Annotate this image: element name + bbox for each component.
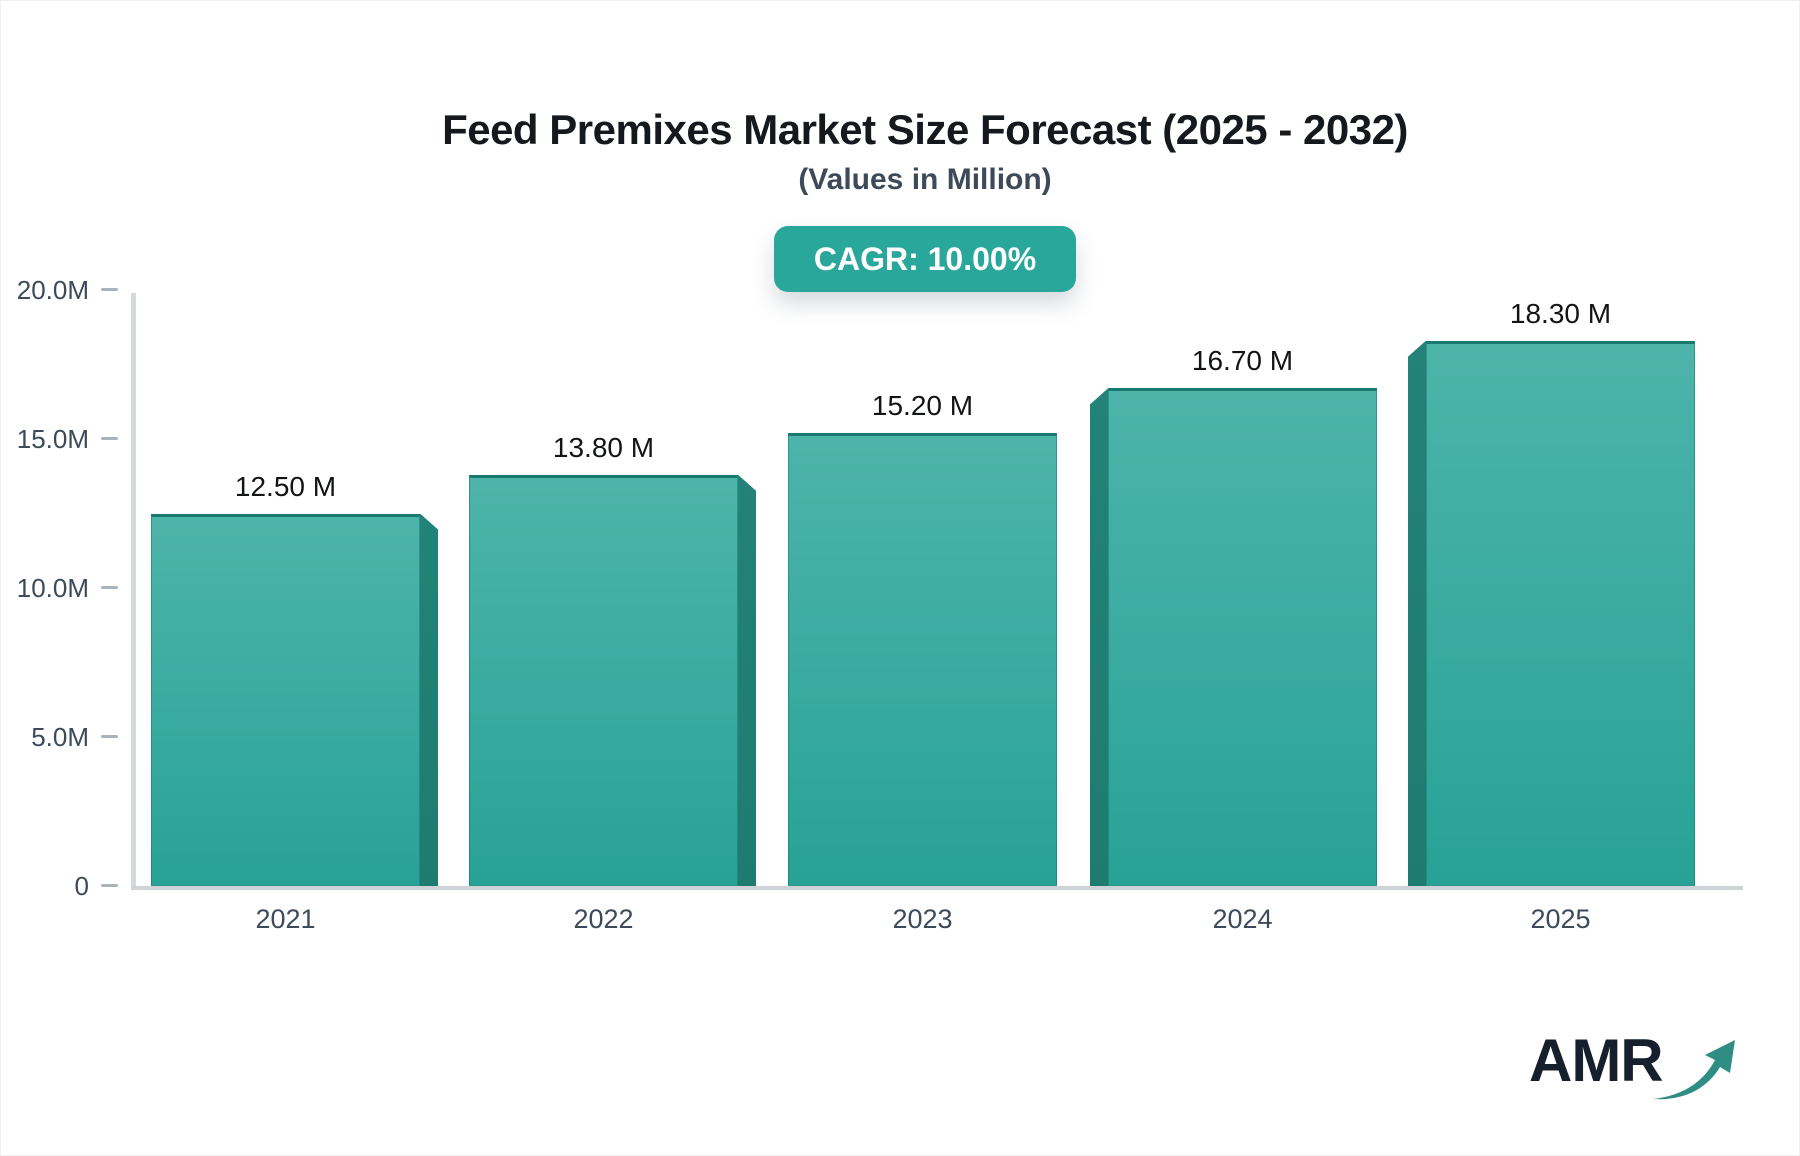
y-axis-tick [101,735,118,738]
x-axis-line [131,886,1743,890]
x-axis-label: 2024 [1212,904,1273,934]
x-axis-label: 2023 [892,904,953,934]
y-axis-label: 20.0M [16,275,89,305]
y-axis-label: 0 [74,871,89,901]
y-axis-label: 15.0M [16,424,89,454]
x-axis-label: 2025 [1530,904,1591,934]
bar-2025 [1426,340,1695,886]
bar-side-face [1090,388,1108,886]
y-axis-tick [101,884,118,887]
bar-2021 [151,513,420,886]
bar-value-label: 18.30 M [1509,297,1612,329]
chart-subtitle: (Values in Million) [798,163,1052,196]
y-axis-label: 5.0M [31,722,89,752]
y-axis-line [131,293,136,886]
x-axis-label: 2021 [255,904,316,934]
bar-value-label: 12.50 M [234,470,337,502]
amr-logo: AMR [1529,1029,1741,1107]
bar-2022 [469,474,738,886]
chart-title: Feed Premixes Market Size Forecast (2025… [442,106,1408,153]
y-axis-tick [101,586,118,589]
bar-2024 [1108,388,1377,886]
bar-value-label: 16.70 M [1191,345,1294,377]
bar-side-face [420,513,438,886]
y-axis-tick [101,288,118,291]
growth-arrow-icon [1652,1040,1735,1100]
bar-value-label: 15.20 M [871,390,974,422]
amr-logo-text: AMR [1529,1027,1664,1094]
chart-header: Feed Premixes Market Size Forecast (2025… [51,105,1799,292]
bar-2023 [788,433,1057,886]
x-axis-label: 2022 [573,904,634,934]
bar-side-face [1408,340,1426,886]
bar-value-label: 13.80 M [552,431,655,463]
y-axis-tick [101,437,118,440]
bar-side-face [738,474,756,886]
cagr-badge: CAGR: 10.00% [773,226,1077,292]
y-axis-label: 10.0M [16,573,89,603]
